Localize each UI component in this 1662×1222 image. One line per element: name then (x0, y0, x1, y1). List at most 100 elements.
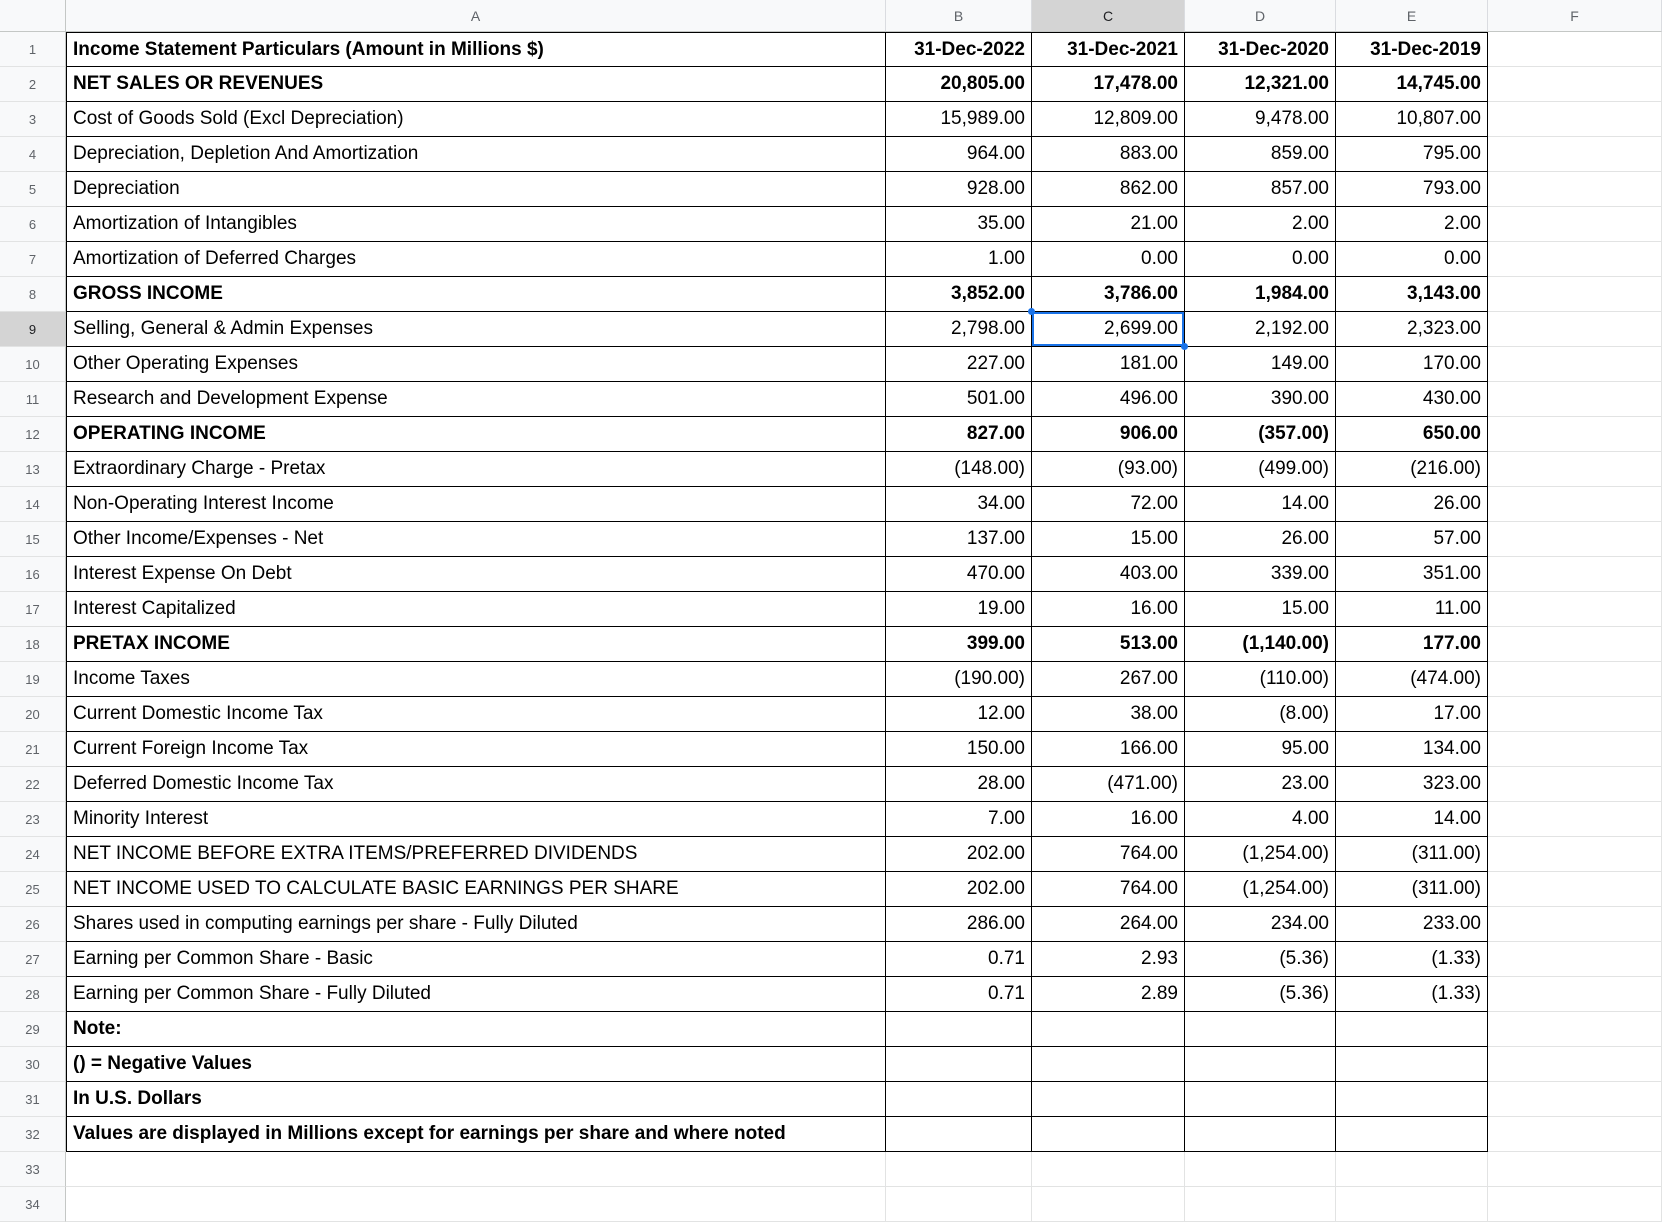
cell-F33[interactable] (1488, 1152, 1662, 1187)
cell-A33[interactable] (66, 1152, 886, 1187)
cell-D4[interactable]: 859.00 (1185, 137, 1336, 172)
cell-F34[interactable] (1488, 1187, 1662, 1222)
cell-B2[interactable]: 20,805.00 (886, 67, 1032, 102)
cell-C4[interactable]: 883.00 (1032, 137, 1185, 172)
cell-E16[interactable]: 351.00 (1336, 557, 1488, 592)
selection-fill-handle[interactable] (1181, 343, 1188, 350)
cell-D7[interactable]: 0.00 (1185, 242, 1336, 277)
cell-A29[interactable]: Note: (66, 1012, 886, 1047)
cell-F32[interactable] (1488, 1117, 1662, 1152)
cell-A5[interactable]: Depreciation (66, 172, 886, 207)
cell-C24[interactable]: 764.00 (1032, 837, 1185, 872)
cell-C7[interactable]: 0.00 (1032, 242, 1185, 277)
cell-D12[interactable]: (357.00) (1185, 417, 1336, 452)
cell-C31[interactable] (1032, 1082, 1185, 1117)
cell-E1[interactable]: 31-Dec-2019 (1336, 32, 1488, 67)
column-header-B[interactable]: B (886, 0, 1032, 32)
cell-D18[interactable]: (1,140.00) (1185, 627, 1336, 662)
cell-E25[interactable]: (311.00) (1336, 872, 1488, 907)
cell-C11[interactable]: 496.00 (1032, 382, 1185, 417)
cell-B26[interactable]: 286.00 (886, 907, 1032, 942)
row-header-5[interactable]: 5 (0, 172, 66, 207)
column-header-A[interactable]: A (66, 0, 886, 32)
cell-D20[interactable]: (8.00) (1185, 697, 1336, 732)
cell-A16[interactable]: Interest Expense On Debt (66, 557, 886, 592)
cell-B20[interactable]: 12.00 (886, 697, 1032, 732)
cell-A17[interactable]: Interest Capitalized (66, 592, 886, 627)
row-header-16[interactable]: 16 (0, 557, 66, 592)
cell-B8[interactable]: 3,852.00 (886, 277, 1032, 312)
cell-C27[interactable]: 2.93 (1032, 942, 1185, 977)
row-header-15[interactable]: 15 (0, 522, 66, 557)
cell-F12[interactable] (1488, 417, 1662, 452)
cell-D30[interactable] (1185, 1047, 1336, 1082)
cell-B21[interactable]: 150.00 (886, 732, 1032, 767)
cell-B3[interactable]: 15,989.00 (886, 102, 1032, 137)
cell-D16[interactable]: 339.00 (1185, 557, 1336, 592)
cell-E14[interactable]: 26.00 (1336, 487, 1488, 522)
cell-B14[interactable]: 34.00 (886, 487, 1032, 522)
cell-C30[interactable] (1032, 1047, 1185, 1082)
cell-A8[interactable]: GROSS INCOME (66, 277, 886, 312)
cell-A24[interactable]: NET INCOME BEFORE EXTRA ITEMS/PREFERRED … (66, 837, 886, 872)
cell-F23[interactable] (1488, 802, 1662, 837)
row-header-9[interactable]: 9 (0, 312, 66, 347)
cell-D3[interactable]: 9,478.00 (1185, 102, 1336, 137)
row-header-10[interactable]: 10 (0, 347, 66, 382)
cell-C33[interactable] (1032, 1152, 1185, 1187)
cell-D2[interactable]: 12,321.00 (1185, 67, 1336, 102)
cell-F6[interactable] (1488, 207, 1662, 242)
cell-F4[interactable] (1488, 137, 1662, 172)
cell-B6[interactable]: 35.00 (886, 207, 1032, 242)
row-header-25[interactable]: 25 (0, 872, 66, 907)
cell-E30[interactable] (1336, 1047, 1488, 1082)
cell-F27[interactable] (1488, 942, 1662, 977)
cell-C10[interactable]: 181.00 (1032, 347, 1185, 382)
row-header-28[interactable]: 28 (0, 977, 66, 1012)
cell-A32[interactable]: Values are displayed in Millions except … (66, 1117, 886, 1152)
cell-A18[interactable]: PRETAX INCOME (66, 627, 886, 662)
cell-A7[interactable]: Amortization of Deferred Charges (66, 242, 886, 277)
cell-B23[interactable]: 7.00 (886, 802, 1032, 837)
column-header-E[interactable]: E (1336, 0, 1488, 32)
cell-D15[interactable]: 26.00 (1185, 522, 1336, 557)
cell-D34[interactable] (1185, 1187, 1336, 1222)
cell-F21[interactable] (1488, 732, 1662, 767)
cell-C19[interactable]: 267.00 (1032, 662, 1185, 697)
cell-C16[interactable]: 403.00 (1032, 557, 1185, 592)
cell-F29[interactable] (1488, 1012, 1662, 1047)
cell-D33[interactable] (1185, 1152, 1336, 1187)
cell-D24[interactable]: (1,254.00) (1185, 837, 1336, 872)
cell-B18[interactable]: 399.00 (886, 627, 1032, 662)
cell-B7[interactable]: 1.00 (886, 242, 1032, 277)
cell-F10[interactable] (1488, 347, 1662, 382)
cell-C26[interactable]: 264.00 (1032, 907, 1185, 942)
row-header-34[interactable]: 34 (0, 1187, 66, 1222)
cell-E20[interactable]: 17.00 (1336, 697, 1488, 732)
cell-B15[interactable]: 137.00 (886, 522, 1032, 557)
cell-B27[interactable]: 0.71 (886, 942, 1032, 977)
cell-A9[interactable]: Selling, General & Admin Expenses (66, 312, 886, 347)
cell-F15[interactable] (1488, 522, 1662, 557)
cell-D21[interactable]: 95.00 (1185, 732, 1336, 767)
cell-D28[interactable]: (5.36) (1185, 977, 1336, 1012)
cell-E8[interactable]: 3,143.00 (1336, 277, 1488, 312)
cell-A2[interactable]: NET SALES OR REVENUES (66, 67, 886, 102)
cell-A6[interactable]: Amortization of Intangibles (66, 207, 886, 242)
cell-B29[interactable] (886, 1012, 1032, 1047)
cell-B28[interactable]: 0.71 (886, 977, 1032, 1012)
row-header-30[interactable]: 30 (0, 1047, 66, 1082)
cell-C23[interactable]: 16.00 (1032, 802, 1185, 837)
cell-A22[interactable]: Deferred Domestic Income Tax (66, 767, 886, 802)
cell-B19[interactable]: (190.00) (886, 662, 1032, 697)
cell-B32[interactable] (886, 1117, 1032, 1152)
cell-B25[interactable]: 202.00 (886, 872, 1032, 907)
cell-E27[interactable]: (1.33) (1336, 942, 1488, 977)
column-header-F[interactable]: F (1488, 0, 1662, 32)
cell-D1[interactable]: 31-Dec-2020 (1185, 32, 1336, 67)
cell-D23[interactable]: 4.00 (1185, 802, 1336, 837)
row-header-17[interactable]: 17 (0, 592, 66, 627)
cell-A11[interactable]: Research and Development Expense (66, 382, 886, 417)
row-header-32[interactable]: 32 (0, 1117, 66, 1152)
cell-D29[interactable] (1185, 1012, 1336, 1047)
